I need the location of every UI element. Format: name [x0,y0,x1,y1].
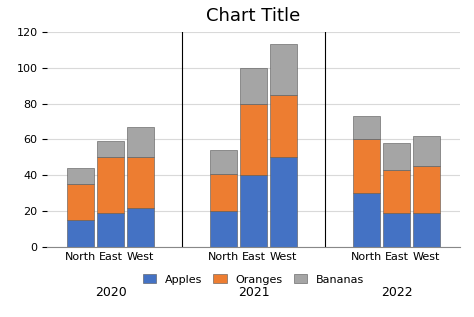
Bar [67,168,94,184]
Bar [353,139,381,193]
Bar [127,208,155,247]
Bar [210,150,237,174]
Bar [383,143,410,170]
Bar [97,213,125,247]
Bar [210,174,237,211]
Bar [413,213,440,247]
Bar [270,44,297,94]
Bar [97,141,125,158]
Bar [383,213,410,247]
Bar [67,184,94,220]
Bar [240,104,267,175]
Title: Chart Title: Chart Title [207,7,301,25]
Legend: Apples, Oranges, Bananas: Apples, Oranges, Bananas [138,270,369,289]
Bar [97,158,125,213]
Bar [270,94,297,158]
Text: 2022: 2022 [381,286,412,299]
Bar [127,127,155,158]
Bar [413,136,440,166]
Bar [270,158,297,247]
Bar [240,175,267,247]
Bar [210,211,237,247]
Bar [127,158,155,208]
Text: 2021: 2021 [238,286,269,299]
Bar [353,193,381,247]
Bar [383,170,410,213]
Bar [413,166,440,213]
Bar [240,68,267,104]
Bar [67,220,94,247]
Text: 2020: 2020 [95,286,127,299]
Bar [353,116,381,139]
